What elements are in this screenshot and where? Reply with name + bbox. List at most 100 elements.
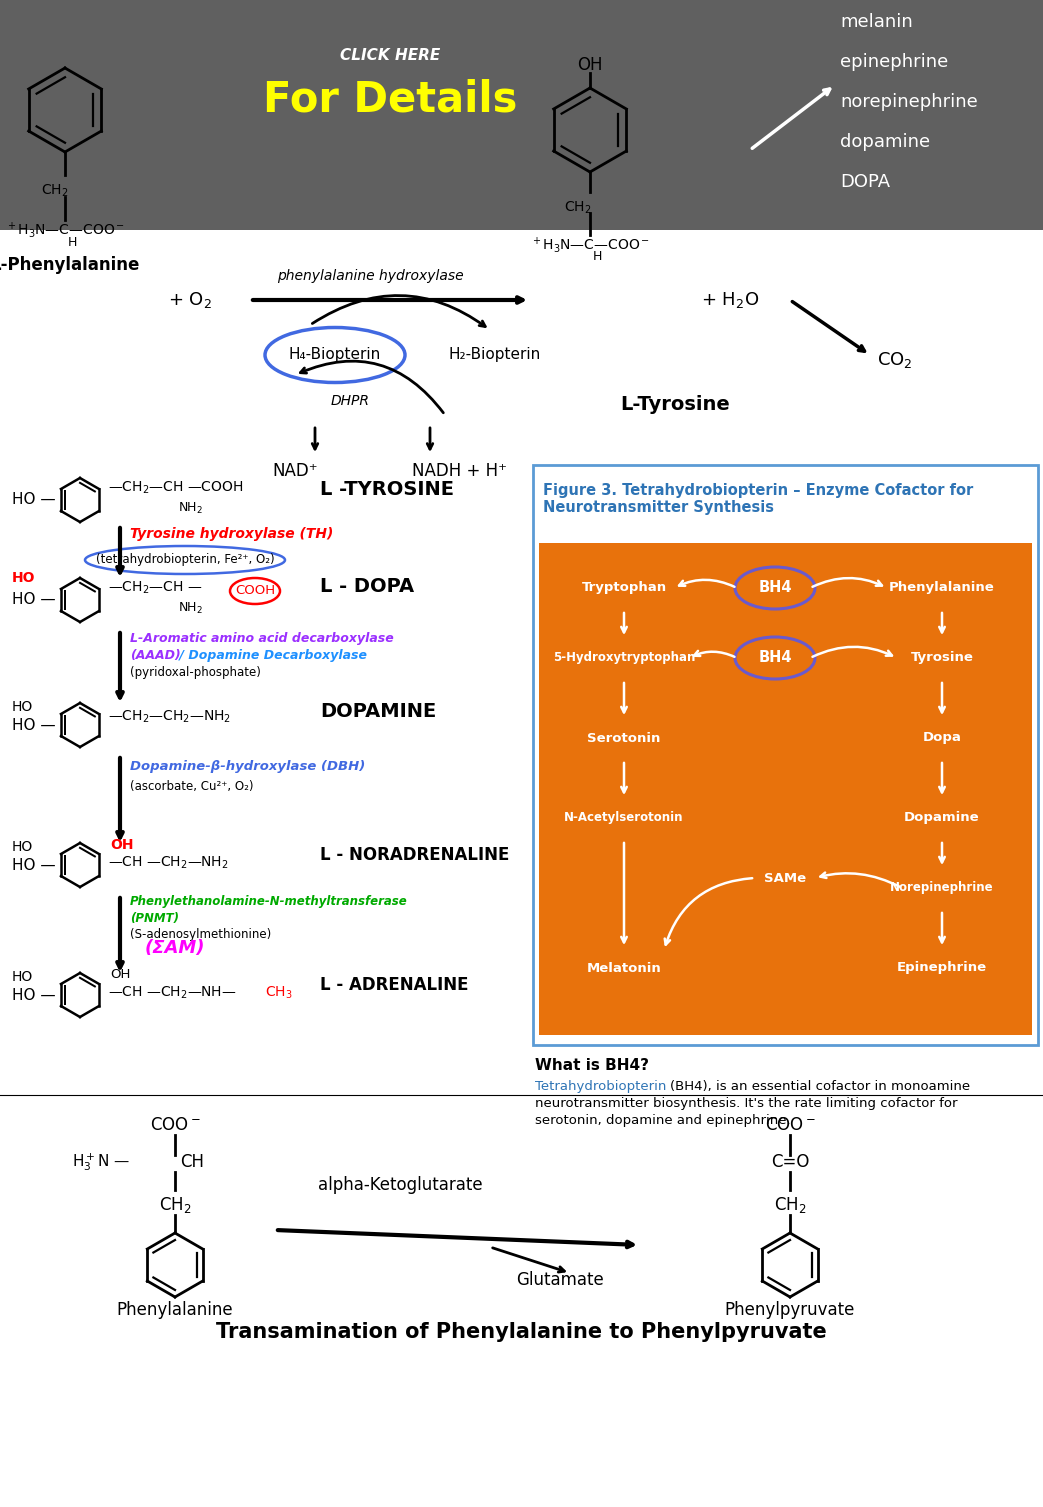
Text: HO —: HO — — [13, 592, 55, 607]
Text: norepinephrine: norepinephrine — [840, 93, 977, 112]
Text: $^+$H$_3$N—C—COO$^-$: $^+$H$_3$N—C—COO$^-$ — [530, 235, 650, 255]
Text: alpha-Ketoglutarate: alpha-Ketoglutarate — [318, 1175, 482, 1194]
Text: COOH: COOH — [235, 585, 275, 597]
Text: (PNMT): (PNMT) — [130, 912, 179, 925]
Ellipse shape — [84, 546, 285, 574]
Text: L-Aromatic amino acid decarboxylase: L-Aromatic amino acid decarboxylase — [130, 631, 394, 645]
Bar — [539, 543, 1032, 1035]
Text: OH: OH — [577, 56, 603, 74]
Text: H₂-Biopterin: H₂-Biopterin — [448, 348, 541, 363]
Text: L - ADRENALINE: L - ADRENALINE — [320, 977, 468, 995]
Text: DOPAMINE: DOPAMINE — [320, 702, 436, 720]
Text: Tetrahydrobiopterin: Tetrahydrobiopterin — [535, 1081, 666, 1093]
Text: HO: HO — [13, 571, 35, 585]
Text: phenylalanine hydroxylase: phenylalanine hydroxylase — [276, 270, 463, 283]
Text: CH: CH — [180, 1153, 204, 1171]
Text: (tetrahydrobiopterin, Fe²⁺, O₂): (tetrahydrobiopterin, Fe²⁺, O₂) — [96, 553, 274, 567]
Text: DOPA: DOPA — [840, 173, 890, 191]
Text: HO: HO — [13, 699, 33, 714]
Text: + H$_2$O: + H$_2$O — [701, 289, 759, 310]
Text: Dopa: Dopa — [923, 731, 962, 744]
Text: CH$_2$: CH$_2$ — [774, 1195, 806, 1215]
Bar — [533, 466, 1038, 1044]
Text: L-Phenylalanine: L-Phenylalanine — [0, 256, 140, 274]
Text: BH4: BH4 — [758, 580, 792, 595]
Text: BH4: BH4 — [758, 651, 792, 666]
Text: L -TYROSINE: L -TYROSINE — [320, 481, 454, 499]
Text: H: H — [593, 250, 603, 264]
Text: —CH$_2$—CH —COOH: —CH$_2$—CH —COOH — [108, 479, 244, 496]
Text: $^+$H$_3$N—C—COO$^-$: $^+$H$_3$N—C—COO$^-$ — [5, 220, 125, 240]
Text: Tryptophan: Tryptophan — [581, 582, 666, 594]
Text: Figure 3. Tetrahydrobiopterin – Enzyme Cofactor for
Neurotransmitter Synthesis: Figure 3. Tetrahydrobiopterin – Enzyme C… — [543, 484, 973, 515]
Text: NAD⁺: NAD⁺ — [272, 463, 318, 481]
Text: + O$_2$: + O$_2$ — [168, 289, 212, 310]
Text: 5-Hydroxytryptophan: 5-Hydroxytryptophan — [553, 651, 696, 665]
Text: Glutamate: Glutamate — [516, 1270, 604, 1288]
Ellipse shape — [265, 327, 405, 383]
Text: NADH + H⁺: NADH + H⁺ — [412, 463, 508, 481]
Text: HO —: HO — — [13, 987, 55, 1002]
Text: COO$^-$: COO$^-$ — [765, 1117, 816, 1133]
Text: / Dopamine Decarboxylase: / Dopamine Decarboxylase — [175, 650, 367, 662]
Text: Epinephrine: Epinephrine — [897, 961, 987, 975]
Text: L - DOPA: L - DOPA — [320, 577, 414, 595]
Text: N-Acetylserotonin: N-Acetylserotonin — [564, 811, 684, 824]
Text: H: H — [68, 235, 77, 249]
Text: HO —: HO — — [13, 717, 55, 732]
Text: OH: OH — [110, 838, 134, 851]
Text: OH: OH — [110, 969, 130, 981]
Text: —CH —CH$_2$—NH—: —CH —CH$_2$—NH— — [108, 984, 237, 1001]
Text: (S-adenosylmethionine): (S-adenosylmethionine) — [130, 928, 271, 940]
Bar — [0, 0, 1043, 231]
Ellipse shape — [735, 637, 815, 680]
Text: CLICK HERE: CLICK HERE — [340, 48, 440, 62]
Text: epinephrine: epinephrine — [840, 53, 948, 71]
Text: Phenylalanine: Phenylalanine — [117, 1301, 234, 1319]
Text: Dopamine-β-hydroxylase (DBH): Dopamine-β-hydroxylase (DBH) — [130, 760, 365, 773]
Text: H$_3^+$N —: H$_3^+$N — — [72, 1151, 130, 1172]
Text: Transamination of Phenylalanine to Phenylpyruvate: Transamination of Phenylalanine to Pheny… — [216, 1322, 826, 1343]
Text: —CH$_2$—CH —: —CH$_2$—CH — — [108, 580, 202, 597]
Text: CO$_2$: CO$_2$ — [877, 350, 913, 371]
Text: CH$_3$: CH$_3$ — [265, 984, 293, 1001]
Text: CH$_2$: CH$_2$ — [42, 182, 69, 199]
Text: HO —: HO — — [13, 493, 55, 508]
Text: C=O: C=O — [771, 1153, 809, 1171]
Ellipse shape — [231, 579, 280, 604]
Text: Melatonin: Melatonin — [586, 961, 661, 975]
Text: Tyrosine: Tyrosine — [911, 651, 973, 665]
Text: Serotonin: Serotonin — [587, 731, 660, 744]
Text: What is BH4?: What is BH4? — [535, 1058, 649, 1073]
Text: (BH4), is an essential cofactor in monoamine: (BH4), is an essential cofactor in monoa… — [670, 1081, 970, 1093]
Text: melanin: melanin — [840, 14, 913, 32]
Text: (ΣAM): (ΣAM) — [145, 939, 205, 957]
Text: NH$_2$: NH$_2$ — [178, 500, 203, 515]
Text: Phenylethanolamine-N-methyltransferase: Phenylethanolamine-N-methyltransferase — [130, 895, 408, 909]
Text: Norepinephrine: Norepinephrine — [890, 882, 994, 895]
Text: serotonin, dopamine and epinephrine.: serotonin, dopamine and epinephrine. — [535, 1114, 791, 1127]
Text: Phenylpyruvate: Phenylpyruvate — [725, 1301, 855, 1319]
Text: CH$_2$: CH$_2$ — [564, 200, 591, 217]
Text: Dopamine: Dopamine — [904, 811, 979, 824]
Text: —CH$_2$—CH$_2$—NH$_2$: —CH$_2$—CH$_2$—NH$_2$ — [108, 708, 231, 725]
Text: HO: HO — [13, 971, 33, 984]
Text: L-Tyrosine: L-Tyrosine — [620, 395, 730, 414]
Text: HO —: HO — — [13, 857, 55, 873]
Text: Phenylalanine: Phenylalanine — [889, 582, 995, 594]
Text: CH$_2$: CH$_2$ — [159, 1195, 191, 1215]
Text: DHPR: DHPR — [331, 393, 369, 408]
Text: H₄-Biopterin: H₄-Biopterin — [289, 348, 381, 363]
Text: dopamine: dopamine — [840, 133, 930, 151]
Text: L - NORADRENALINE: L - NORADRENALINE — [320, 845, 509, 864]
Text: (AAAD): (AAAD) — [130, 650, 180, 662]
Text: Tyrosine hydroxylase (TH): Tyrosine hydroxylase (TH) — [130, 527, 334, 541]
Ellipse shape — [735, 567, 815, 609]
Text: HO: HO — [13, 839, 33, 854]
Text: neurotransmitter biosynthesis. It's the rate limiting cofactor for: neurotransmitter biosynthesis. It's the … — [535, 1097, 957, 1111]
Text: —CH —CH$_2$—NH$_2$: —CH —CH$_2$—NH$_2$ — [108, 854, 228, 871]
Text: NH$_2$: NH$_2$ — [178, 600, 203, 615]
Text: COO$^-$: COO$^-$ — [149, 1117, 200, 1133]
Text: (pyridoxal-phosphate): (pyridoxal-phosphate) — [130, 666, 261, 680]
Text: For Details: For Details — [263, 78, 517, 121]
